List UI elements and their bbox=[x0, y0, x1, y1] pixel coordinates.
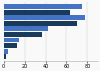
Bar bbox=[4, 15, 85, 20]
Bar bbox=[4, 4, 82, 9]
Bar bbox=[4, 43, 17, 48]
Bar bbox=[4, 54, 6, 59]
Bar bbox=[4, 49, 8, 54]
Bar bbox=[4, 37, 19, 42]
Bar bbox=[4, 26, 48, 31]
Bar bbox=[4, 21, 77, 26]
Bar bbox=[4, 32, 42, 37]
Bar bbox=[4, 10, 70, 15]
